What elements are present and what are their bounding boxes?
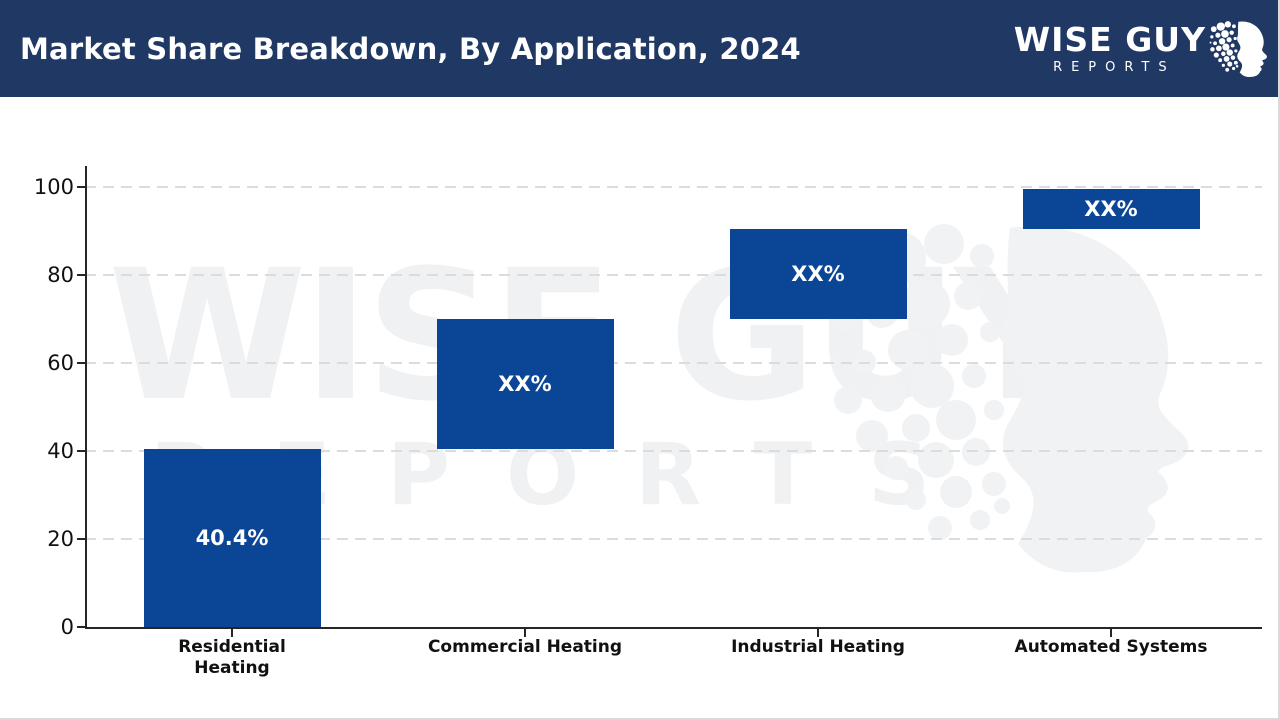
brand-name: WISE GUY — [1013, 20, 1206, 59]
bar-commercial-heating — [436, 319, 614, 450]
bar-residential-heating — [143, 449, 321, 627]
gridline-20 — [85, 538, 1262, 540]
y-axis-tick-20 — [77, 538, 85, 540]
y-axis-tick-80 — [77, 274, 85, 276]
y-axis-tick-40 — [77, 450, 85, 452]
y-tick-label-60: 60 — [47, 351, 74, 375]
x-axis-tick-industrial-heating — [817, 629, 819, 637]
bar-value-label-automated-systems: XX% — [1084, 197, 1138, 221]
y-axis — [85, 166, 87, 629]
x-axis-tick-automated-systems — [1110, 629, 1112, 637]
category-label-commercial-heating: Commercial Heating — [427, 637, 623, 657]
bar-value-label-industrial-heating: XX% — [791, 262, 845, 287]
brand-subtitle: REPORTS — [1053, 60, 1176, 75]
x-axis-tick-commercial-heating — [524, 629, 526, 637]
y-axis-tick-60 — [77, 362, 85, 364]
brand-head-icon — [1209, 20, 1267, 77]
brand-text: WISE GUY REPORTS — [1014, 23, 1206, 74]
y-axis-tick-100 — [77, 186, 85, 188]
page-title: Market Share Breakdown, By Application, … — [20, 31, 801, 66]
bar-value-label-commercial-heating: XX% — [498, 372, 552, 397]
y-tick-label-80: 80 — [47, 263, 74, 287]
gridline-80 — [85, 274, 1262, 276]
gridline-40 — [85, 450, 1262, 452]
gridline-60 — [85, 362, 1262, 364]
brand-logo: WISE GUY REPORTS — [1014, 5, 1272, 93]
category-label-industrial-heating: Industrial Heating — [731, 637, 905, 657]
y-tick-label-40: 40 — [47, 439, 74, 463]
header-bar: Market Share Breakdown, By Application, … — [0, 0, 1278, 97]
y-tick-label-100: 100 — [33, 175, 74, 199]
category-label-automated-systems: Automated Systems — [1014, 637, 1208, 657]
bar-value-label-residential-heating: 40.4% — [195, 526, 269, 551]
x-axis-tick-residential-heating — [231, 629, 233, 637]
y-tick-label-20: 20 — [47, 527, 74, 551]
y-tick-label-0: 0 — [60, 615, 74, 639]
y-axis-tick-0 — [77, 626, 85, 628]
category-label-residential-heating: Residential Heating — [178, 637, 286, 679]
gridline-100 — [85, 186, 1262, 188]
x-axis — [85, 627, 1262, 629]
bar-automated-systems — [1022, 189, 1200, 229]
